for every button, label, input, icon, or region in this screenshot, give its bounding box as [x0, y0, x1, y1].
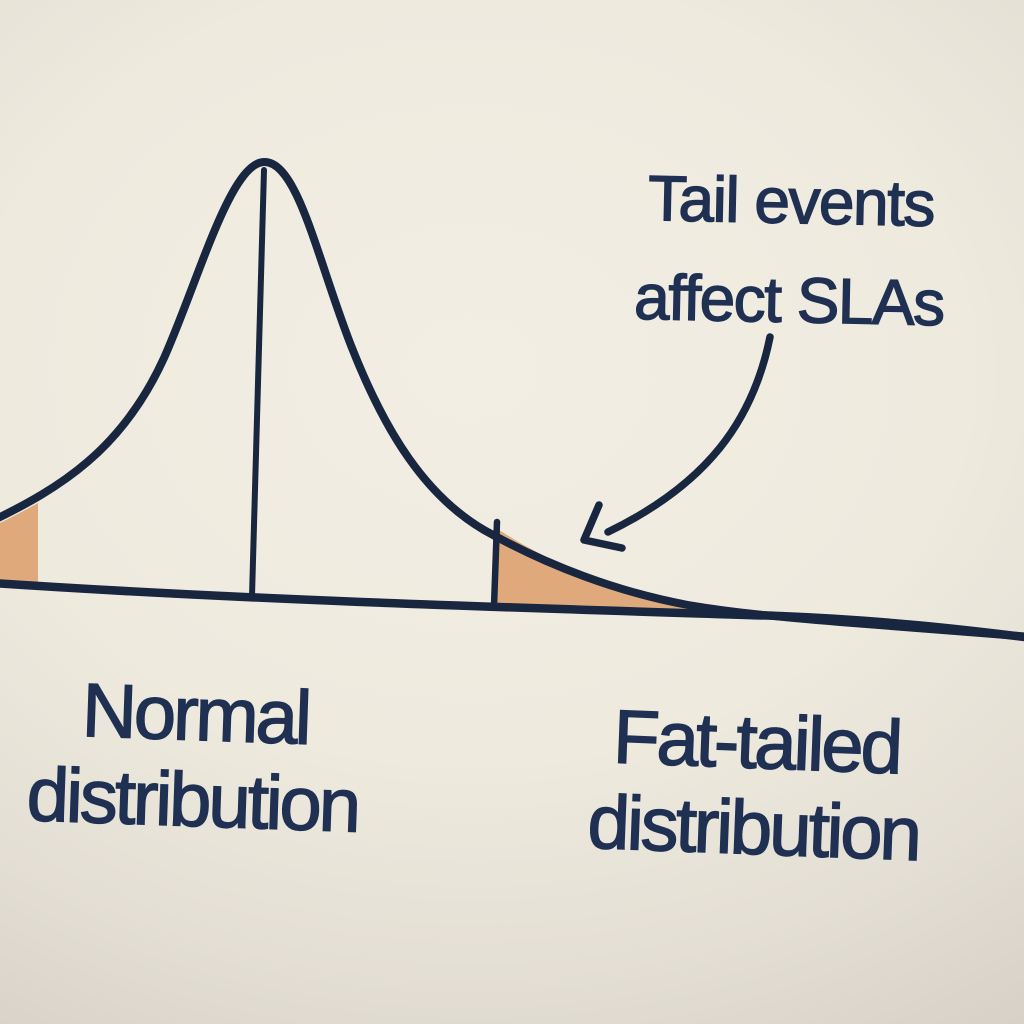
right-tail-shaded-region: [496, 528, 754, 615]
annotation-arrow-head-icon: [580, 501, 626, 552]
label-fat-tailed-distribution: Fat-tailed distribution: [537, 692, 973, 880]
annotation-tail-events: Tail events affect SLAs: [583, 148, 997, 355]
annotation-line-1: Tail events: [647, 161, 936, 240]
annotation-line-2: affect SLAs: [633, 260, 945, 340]
bell-curve: [0, 157, 1024, 641]
annotation-arrow-shaft: [604, 333, 774, 536]
label-normal-distribution: Normal distribution: [0, 664, 423, 852]
left-tail-shaded-region: [0, 503, 38, 589]
label-fat-tailed-line-1: Fat-tailed: [611, 694, 902, 791]
label-fat-tailed-line-2: distribution: [585, 779, 921, 878]
tail-cutoff-line: [490, 518, 501, 610]
mean-line: [249, 167, 267, 599]
label-normal-line-2: distribution: [25, 752, 361, 850]
label-normal-line-1: Normal: [80, 667, 311, 761]
